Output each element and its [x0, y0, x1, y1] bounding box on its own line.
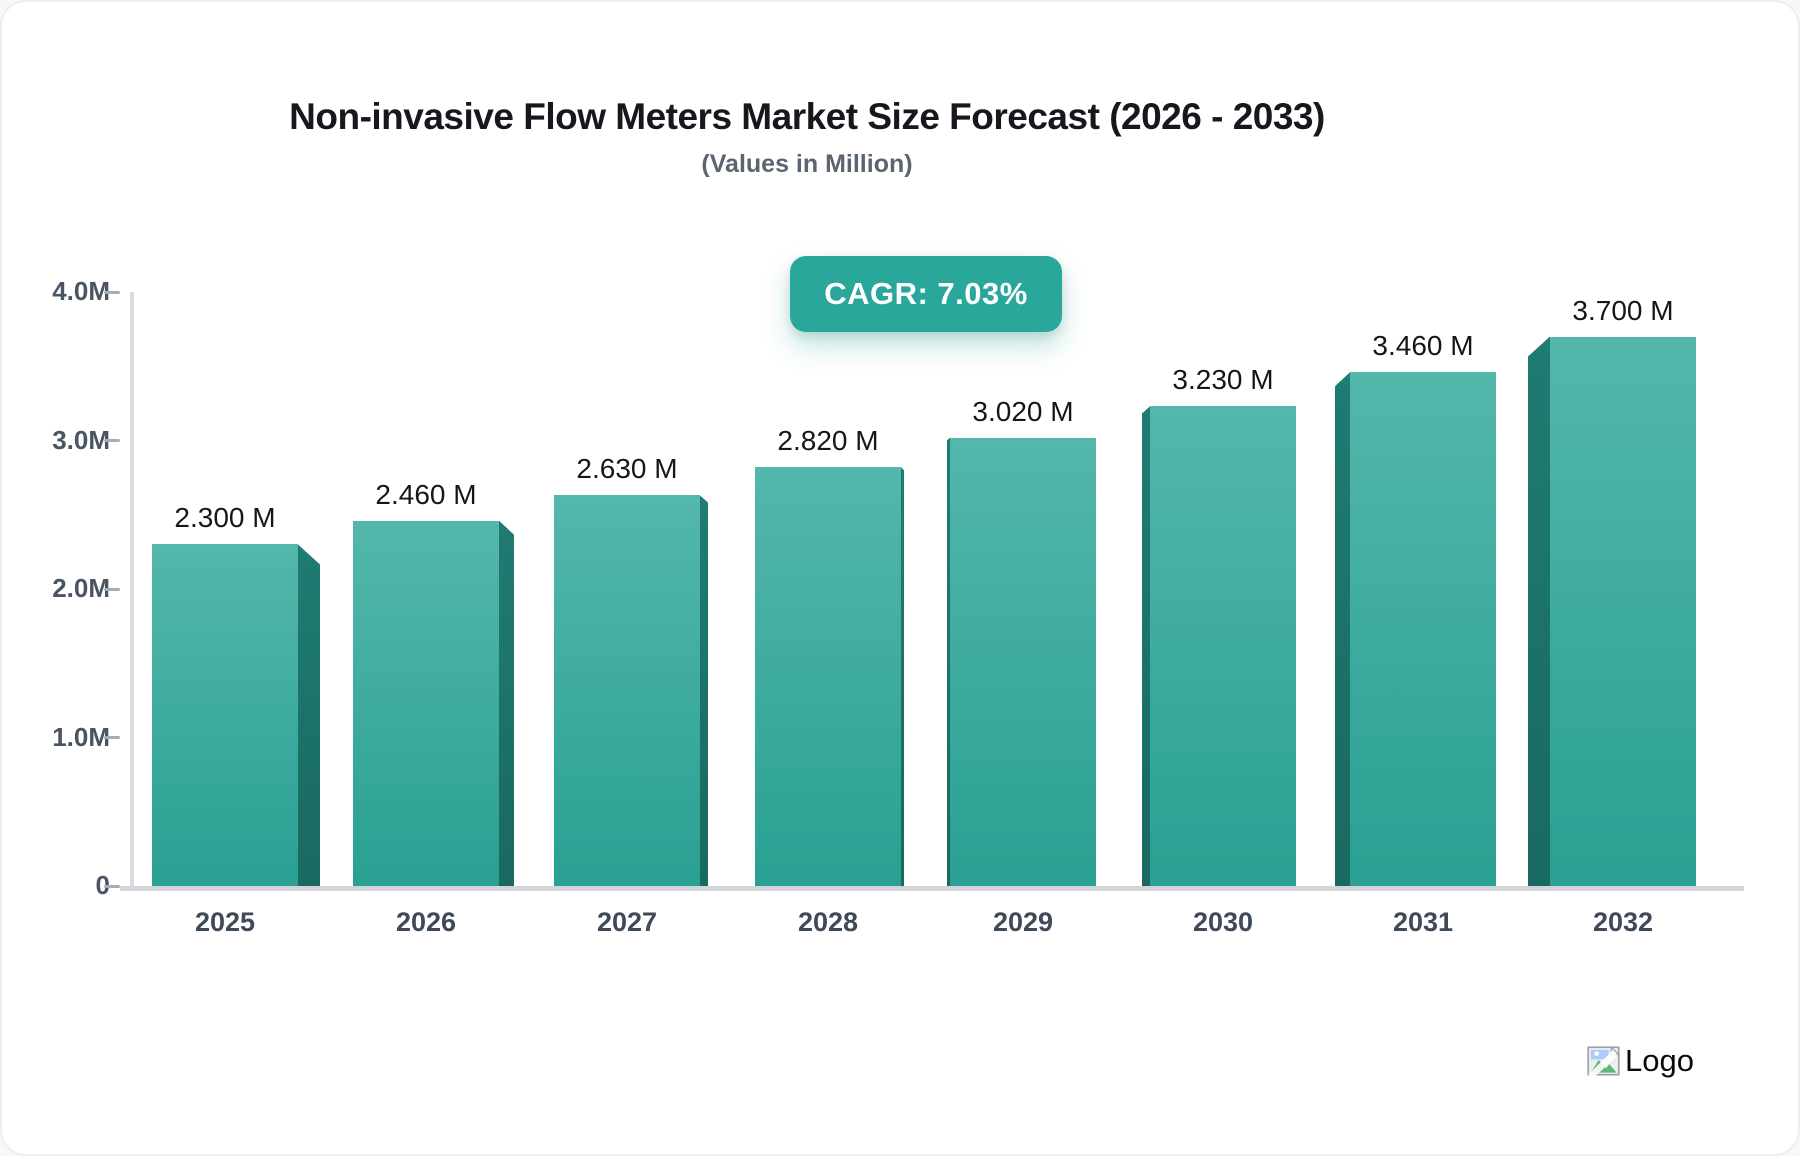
chart-title: Non-invasive Flow Meters Market Size For… [289, 96, 1325, 137]
y-axis-label-1.0M: 1.0M [52, 721, 110, 752]
y-axis-label-4.0M: 4.0M [52, 276, 110, 306]
bar-side-2030 [1142, 406, 1150, 886]
bar-value-label-2031: 3.460 M [1372, 330, 1474, 362]
bar-side-2032 [1528, 336, 1550, 886]
bar-value-label-2027: 2.630 M [576, 453, 678, 485]
bar-value-label-2029: 3.020 M [972, 395, 1074, 427]
broken-image-icon [1585, 1042, 1623, 1080]
y-axis-label-3.0M: 3.0M [52, 424, 110, 455]
bar-value-label-2030: 3.230 M [1172, 364, 1274, 396]
bar-value-label-2026: 2.460 M [375, 478, 477, 510]
y-axis-tick [104, 587, 120, 591]
bar-2028[interactable] [755, 467, 901, 886]
y-axis-tick [104, 736, 120, 739]
x-axis-label-2031: 2031 [1392, 907, 1454, 937]
y-axis-label-0: 0 [95, 870, 110, 900]
x-axis-line [120, 886, 1744, 891]
x-axis-label-2026: 2026 [395, 907, 457, 937]
bar-2031[interactable] [1350, 372, 1496, 886]
bar-side-2026 [499, 520, 514, 886]
logo-alt-text: Logo [1625, 1043, 1694, 1078]
bar-side-2029 [947, 437, 950, 886]
y-axis-tick [104, 884, 120, 888]
bar-2030[interactable] [1150, 406, 1296, 886]
bar-value-label-2028: 2.820 M [777, 425, 879, 457]
y-axis-label-2.0M: 2.0M [52, 573, 110, 603]
y-axis-tick [104, 290, 120, 294]
y-axis-tick [104, 439, 120, 442]
bar-side-2027 [700, 495, 708, 886]
x-axis-label-2029: 2029 [992, 907, 1054, 937]
cagr-badge: CAGR: 7.03% [790, 256, 1062, 332]
chart-subtitle: (Values in Million) [701, 150, 913, 178]
bar-2025[interactable] [152, 544, 298, 886]
bar-2029[interactable] [950, 437, 1096, 886]
bar-value-label-2032: 3.700 M [1572, 294, 1674, 326]
x-axis-label-2030: 2030 [1192, 907, 1254, 937]
y-axis-line [130, 292, 134, 888]
logo: Logo [1585, 1042, 1694, 1080]
bar-side-2031 [1335, 372, 1350, 886]
bar-2026[interactable] [353, 520, 499, 886]
bar-value-label-2025: 2.300 M [174, 502, 276, 534]
bar-side-2028 [901, 467, 904, 886]
x-axis-label-2025: 2025 [194, 907, 256, 937]
bar-side-2025 [298, 544, 320, 886]
x-axis-label-2028: 2028 [797, 907, 859, 937]
bar-2032[interactable] [1550, 336, 1696, 886]
x-axis-label-2027: 2027 [596, 907, 658, 937]
x-axis-label-2032: 2032 [1592, 907, 1654, 937]
bar-2027[interactable] [554, 495, 700, 886]
